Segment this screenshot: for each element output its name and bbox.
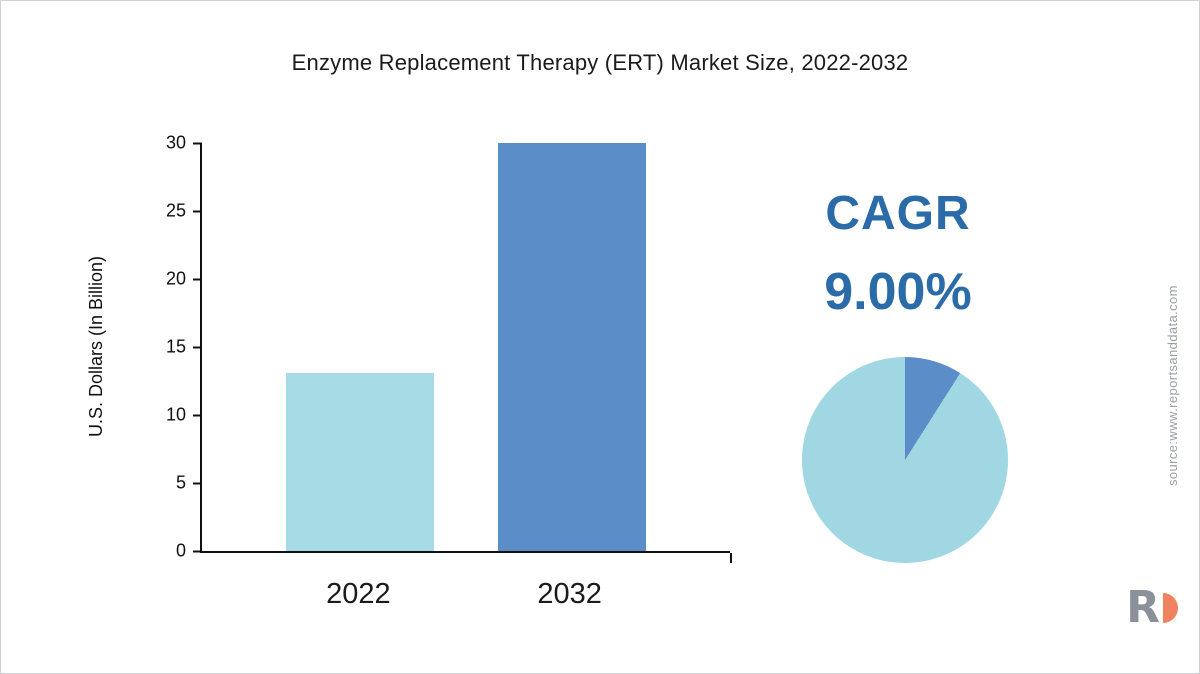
y-tick: 25 [144,201,202,222]
y-tick-label: 0 [175,540,186,561]
logo-orange-dot-icon [1163,593,1178,623]
y-tick-label: 30 [165,132,186,153]
y-tick-label: 10 [165,404,186,425]
y-tick: 5 [144,473,202,494]
logo-letter: R [1126,582,1160,633]
bar-2022 [286,372,435,551]
y-tick-label: 25 [165,200,186,221]
y-tick-mark [193,346,202,348]
bar-chart-plot-area: 0 5 10 15 20 25 30 [166,133,732,563]
cagr-pie-chart [802,357,1008,563]
y-tick-mark [193,482,202,485]
x-axis-end-tick [730,553,732,563]
y-tick-mark [193,414,202,417]
source-attribution: source:www.reportsanddata.com [1165,285,1180,486]
y-tick-mark [193,550,202,552]
y-tick: 10 [144,405,202,426]
y-axis-label-wrap: U.S. Dollars (In Billion) [86,143,107,551]
cagr-value: 9.00% [824,263,972,321]
y-tick: 20 [144,269,202,290]
y-tick: 0 [144,541,202,562]
reports-and-data-logo: R [1126,586,1178,630]
y-tick-mark [193,142,202,144]
y-tick-label: 15 [165,336,186,357]
cagr-heading: CAGR [825,187,971,240]
y-tick-label: 5 [175,472,186,493]
bar-2032 [497,143,646,551]
y-tick: 15 [144,337,202,358]
y-tick-label: 20 [165,268,186,289]
x-axis-label-2022: 2022 [326,578,391,610]
x-axis-label-2032: 2032 [537,578,602,610]
y-axis-label: U.S. Dollars (In Billion) [86,256,106,438]
chart-title: Enzyme Replacement Therapy (ERT) Market … [291,50,909,75]
y-tick-mark [193,278,202,281]
y-tick-mark [193,210,202,212]
y-tick: 30 [144,133,202,154]
